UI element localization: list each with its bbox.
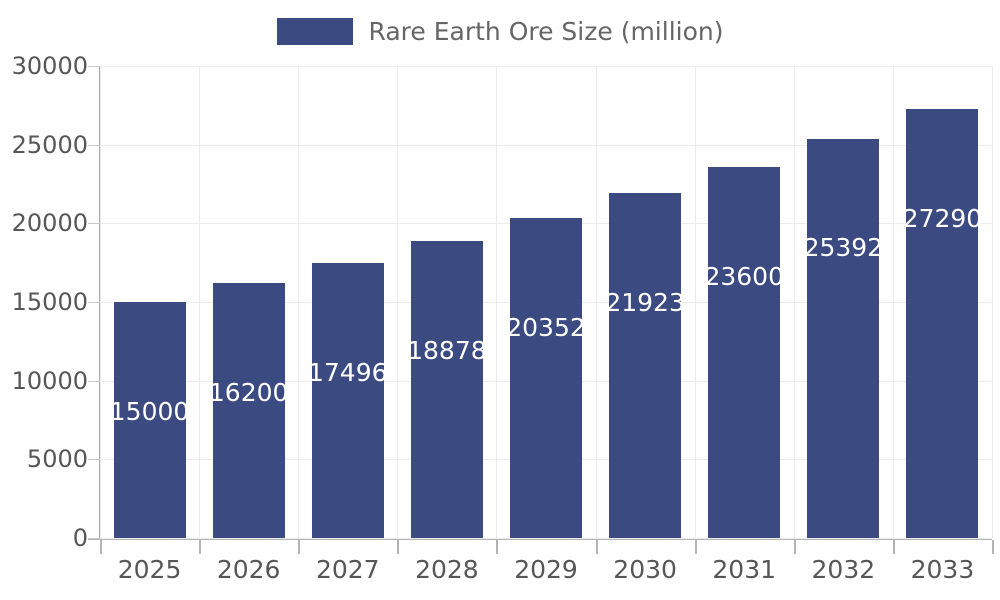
bar[interactable] xyxy=(609,193,682,538)
x-gridline xyxy=(794,66,795,538)
x-tick-mark xyxy=(596,540,598,554)
x-gridline xyxy=(893,66,894,538)
x-tick-label: 2025 xyxy=(117,555,182,584)
bar[interactable] xyxy=(410,241,483,538)
y-tick-mark xyxy=(88,223,100,225)
y-tick-label: 25000 xyxy=(11,130,88,159)
x-gridline xyxy=(298,66,299,538)
chart-legend: Rare Earth Ore Size (million) xyxy=(0,12,1000,50)
x-tick-label: 2029 xyxy=(514,555,578,584)
x-tick-label: 2026 xyxy=(216,555,281,584)
y-axis-tick-labels: 0 5000 10000 15000 20000 25000 30000 xyxy=(0,0,88,600)
y-tick-mark xyxy=(88,538,100,539)
legend-swatch-rare-earth-ore-size[interactable] xyxy=(276,17,353,45)
y-gridline xyxy=(100,66,992,67)
bar[interactable] xyxy=(212,283,285,538)
y-tick-mark xyxy=(88,459,100,461)
x-tick-mark xyxy=(992,540,994,554)
x-gridline xyxy=(496,66,497,538)
x-gridline xyxy=(199,66,200,538)
x-tick-mark xyxy=(298,540,300,554)
y-tick-label: 10000 xyxy=(11,366,88,395)
bar[interactable] xyxy=(509,217,583,538)
x-tick-label: 2031 xyxy=(712,555,777,584)
y-tick-mark xyxy=(88,144,100,146)
x-axis-line xyxy=(88,538,992,540)
x-tick-mark xyxy=(397,540,399,554)
x-gridline xyxy=(397,66,398,538)
y-tick-label: 20000 xyxy=(11,209,88,238)
x-tick-label: 2033 xyxy=(910,555,975,584)
plot-area: 15000 16200 17496 18878 20352 21923 23600 25392… xyxy=(100,66,993,539)
bar[interactable] xyxy=(113,302,186,538)
x-gridline xyxy=(100,66,101,538)
y-tick-mark xyxy=(88,380,100,382)
y-tick-label: 5000 xyxy=(26,445,88,474)
x-tick-label: 2027 xyxy=(315,555,380,584)
y-tick-label: 0 xyxy=(72,524,88,552)
y-tick-label: 30000 xyxy=(11,52,88,80)
bar[interactable] xyxy=(708,166,781,538)
y-tick-mark xyxy=(88,302,100,303)
y-tick-mark xyxy=(88,66,100,67)
x-tick-mark xyxy=(496,540,498,554)
x-tick-label: 2028 xyxy=(415,555,479,584)
x-tick-label: 2032 xyxy=(811,555,876,584)
legend-label-rare-earth-ore-size[interactable]: Rare Earth Ore Size (million) xyxy=(368,16,724,46)
x-tick-mark xyxy=(893,540,895,554)
x-gridline xyxy=(695,66,696,538)
bar[interactable] xyxy=(807,138,880,538)
x-tick-mark xyxy=(794,540,796,554)
y-gridline xyxy=(100,144,992,146)
y-tick-label: 15000 xyxy=(11,288,88,316)
x-gridline xyxy=(596,66,597,538)
y-gridline xyxy=(100,538,992,539)
x-gridline xyxy=(992,66,993,538)
x-tick-label: 2030 xyxy=(613,555,677,584)
x-tick-mark xyxy=(199,540,201,554)
x-tick-mark xyxy=(100,540,102,554)
x-tick-mark xyxy=(695,540,697,554)
bar[interactable] xyxy=(311,262,384,538)
bar[interactable] xyxy=(906,108,979,538)
